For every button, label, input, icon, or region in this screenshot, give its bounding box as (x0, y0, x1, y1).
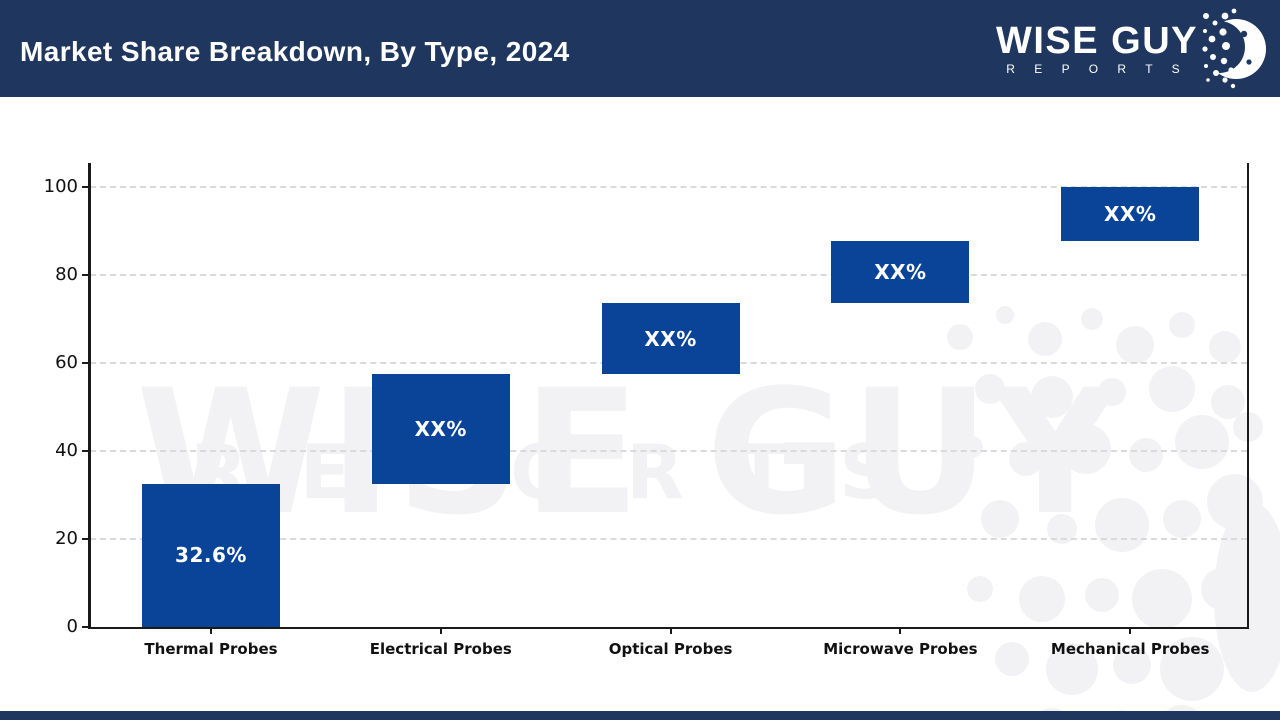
gridline-y80 (90, 274, 1247, 276)
bar-value-label: 32.6% (175, 543, 247, 568)
x-tick-mark (439, 627, 442, 634)
watermark-wiseguy-text: WISE GUY (136, 352, 1121, 553)
y-tick-mark (82, 362, 90, 364)
header-bar: Market Share Breakdown, By Type, 2024 WI… (0, 0, 1280, 97)
y-axis-line (88, 163, 91, 629)
wiseguy-logo: WISE GUY R E P O R T S (996, 5, 1266, 93)
page-title: Market Share Breakdown, By Type, 2024 (20, 36, 570, 67)
x-tick-label: Microwave Probes (823, 640, 978, 658)
x-tick-mark (1129, 627, 1132, 634)
bar-thermal-probes: 32.6% (142, 483, 280, 627)
y-tick-label: 100 (43, 176, 78, 197)
y-tick-label: 80 (55, 264, 78, 285)
y-tick-label: 40 (55, 440, 78, 461)
x-tick-label: Electrical Probes (369, 640, 512, 658)
x-tick-mark (210, 627, 212, 634)
wiseguy-logo-line1: WISE GUY (995, 19, 1198, 62)
x-tick-mark (669, 627, 672, 634)
watermark: WISE GUY R E P O R T S (0, 97, 1280, 711)
x-tick-label: Mechanical Probes (1050, 640, 1210, 658)
bar-mechanical-probes: XX% (1061, 187, 1200, 242)
y-tick-label: 20 (55, 528, 78, 549)
x-tick-mark (899, 627, 902, 634)
y-tick-label: 60 (55, 352, 78, 373)
bar-value-label: XX% (644, 326, 697, 351)
y-tick-mark (82, 450, 90, 452)
x-tick-label: Optical Probes (608, 640, 733, 658)
bar-optical-probes: XX% (601, 303, 740, 375)
bar-value-label: XX% (1103, 202, 1157, 227)
bar-electrical-probes: XX% (371, 374, 510, 484)
gridline-y100 (90, 186, 1247, 188)
bar-value-label: XX% (874, 260, 927, 285)
y-tick-label: 0 (66, 616, 78, 637)
gridline-y20 (90, 538, 1247, 540)
wiseguy-face-icon (1200, 8, 1266, 89)
right-axis-line (1247, 163, 1249, 629)
y-tick-mark (82, 274, 90, 276)
y-tick-mark (82, 626, 90, 628)
gridline-y40 (90, 450, 1247, 452)
y-tick-mark (82, 186, 90, 188)
wiseguy-logo-text: WISE GUY R E P O R T S (995, 19, 1198, 77)
y-tick-mark (82, 538, 90, 540)
bar-value-label: XX% (414, 416, 467, 441)
bar-microwave-probes: XX% (831, 241, 970, 304)
footer-bar (0, 711, 1280, 720)
wiseguy-logo-line2: R E P O R T S (1006, 62, 1188, 77)
x-tick-label: Thermal Probes (144, 640, 278, 658)
x-axis-line (88, 626, 1249, 629)
watermark-reports-text: R E P O R T S (190, 428, 907, 516)
